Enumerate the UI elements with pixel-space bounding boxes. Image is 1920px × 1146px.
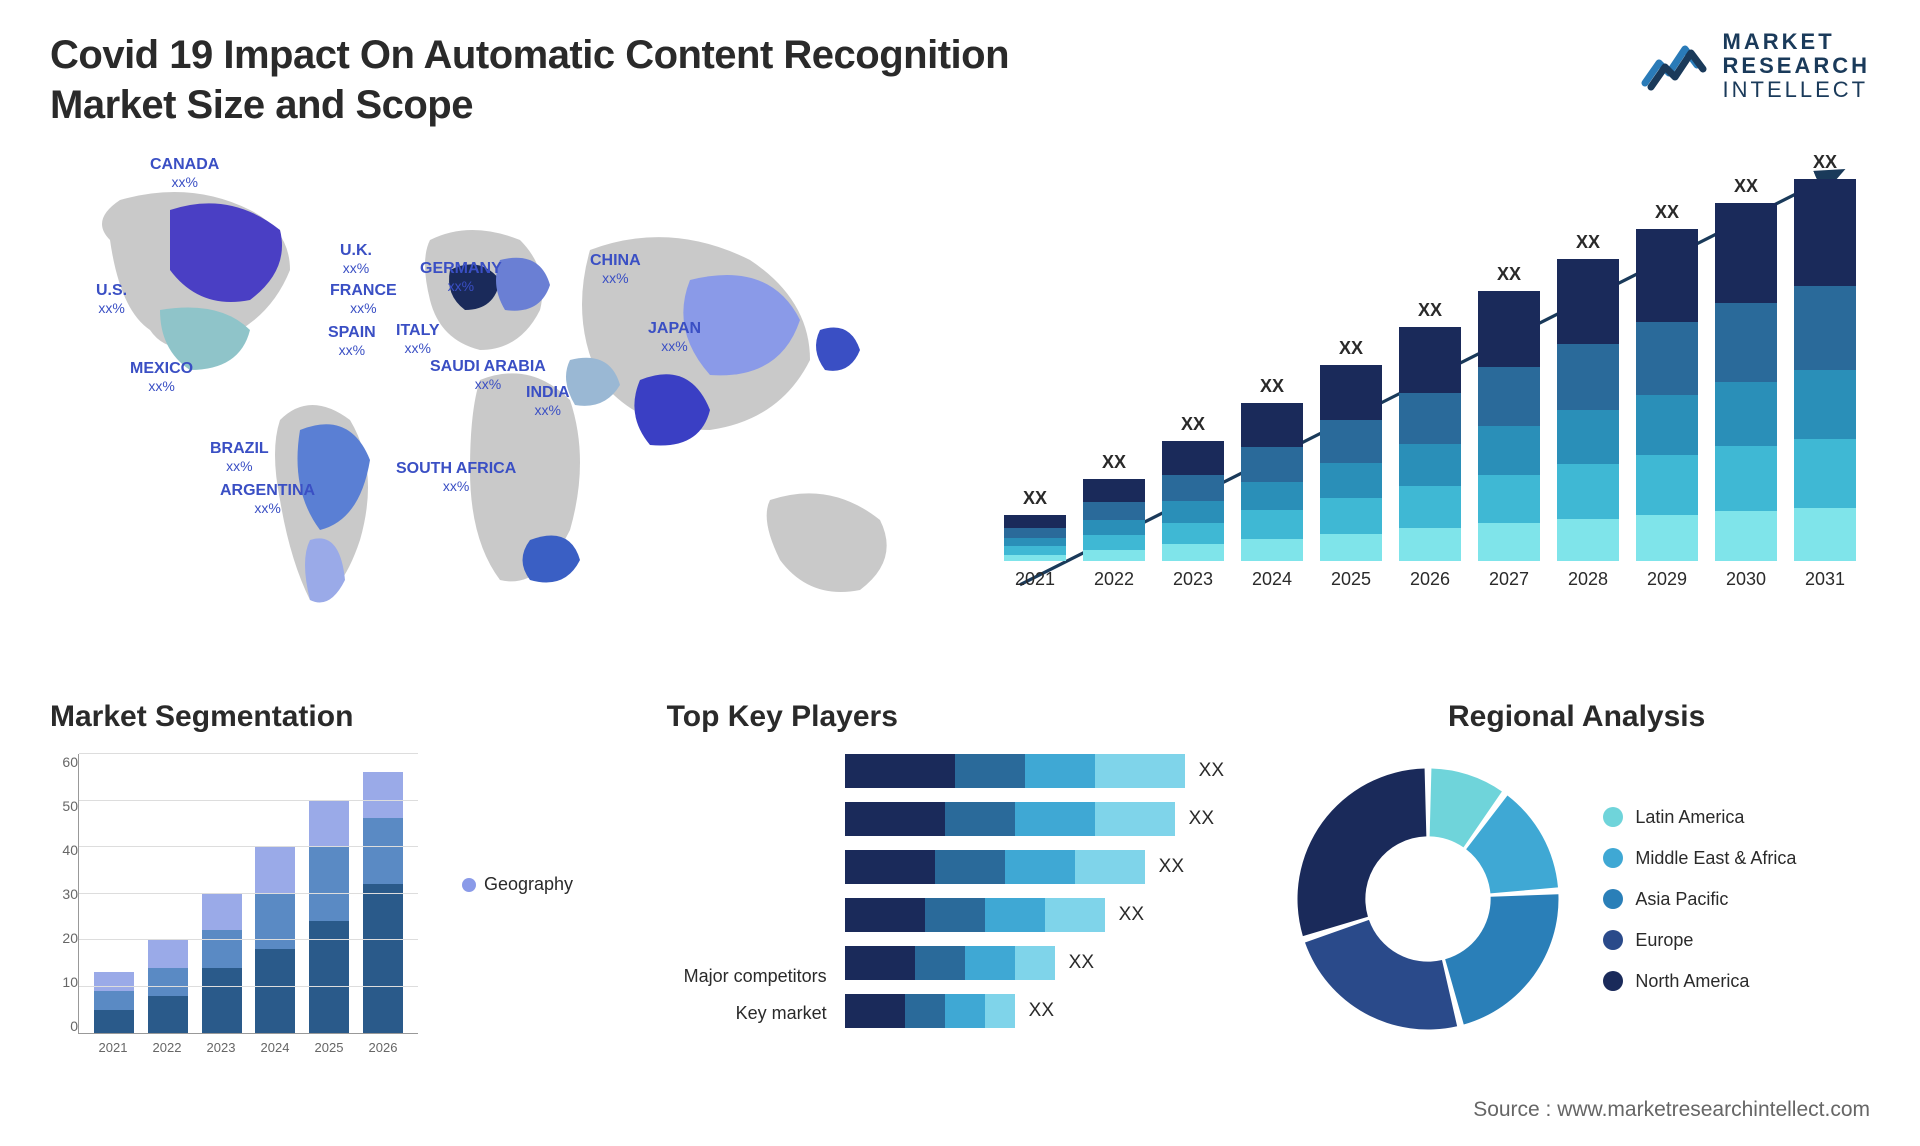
player-bar-row: XX xyxy=(845,850,1224,884)
segmentation-chart xyxy=(78,754,418,1034)
map-label: U.K.xx% xyxy=(340,242,372,277)
donut-slice xyxy=(1305,920,1457,1030)
main-bar: XX2024 xyxy=(1237,376,1307,590)
regional-legend-item: Latin America xyxy=(1603,807,1796,828)
map-svg xyxy=(50,150,950,650)
map-label: MEXICOxx% xyxy=(130,360,193,395)
player-bar-row: XX xyxy=(845,754,1224,788)
regional-title: Regional Analysis xyxy=(1283,700,1870,734)
player-label: Key market xyxy=(667,1003,827,1024)
page-title: Covid 19 Impact On Automatic Content Rec… xyxy=(50,30,1100,130)
regional-legend-item: Asia Pacific xyxy=(1603,889,1796,910)
map-label: FRANCExx% xyxy=(330,282,397,317)
player-bar-row: XX xyxy=(845,994,1224,1028)
segmentation-panel: Market Segmentation 6050403020100 202120… xyxy=(50,700,637,1120)
logo-line2: RESEARCH xyxy=(1723,54,1870,78)
segmentation-bar xyxy=(202,893,242,1033)
main-bar: XX2029 xyxy=(1632,202,1702,590)
players-chart: XX XX XX XX XX XX xyxy=(845,754,1224,1028)
map-label: INDIAxx% xyxy=(526,384,570,419)
player-bar-row: XX xyxy=(845,802,1224,836)
brand-logo: MARKET RESEARCH INTELLECT xyxy=(1641,30,1870,103)
logo-icon xyxy=(1641,39,1711,93)
regional-legend-item: Middle East & Africa xyxy=(1603,848,1796,869)
regional-panel: Regional Analysis Latin America Middle Ea… xyxy=(1283,700,1870,1120)
main-bar: XX2021 xyxy=(1000,488,1070,590)
main-bar: XX2022 xyxy=(1079,452,1149,590)
donut-slice xyxy=(1298,769,1427,937)
map-label: ITALYxx% xyxy=(396,322,440,357)
player-bar-row: XX xyxy=(845,898,1224,932)
main-bar: XX2023 xyxy=(1158,414,1228,590)
map-label: GERMANYxx% xyxy=(420,260,502,295)
logo-line1: MARKET xyxy=(1723,30,1870,54)
map-label: CHINAxx% xyxy=(590,252,641,287)
players-title: Top Key Players xyxy=(667,700,1254,734)
map-label: U.S.xx% xyxy=(96,282,127,317)
map-label: ARGENTINAxx% xyxy=(220,482,315,517)
player-bar-row: XX xyxy=(845,946,1224,980)
segmentation-title: Market Segmentation xyxy=(50,700,637,734)
segmentation-legend-label: Geography xyxy=(484,874,573,895)
main-bar: XX2026 xyxy=(1395,300,1465,590)
map-label: BRAZILxx% xyxy=(210,440,269,475)
main-bar: XX2025 xyxy=(1316,338,1386,590)
source-footer: Source : www.marketresearchintellect.com xyxy=(1473,1098,1870,1122)
players-panel: Top Key Players Major competitors Key mar… xyxy=(667,700,1254,1120)
map-label: SPAINxx% xyxy=(328,324,376,359)
segmentation-legend: Geography xyxy=(462,874,573,895)
logo-line3: INTELLECT xyxy=(1723,78,1870,102)
regional-legend-item: North America xyxy=(1603,971,1796,992)
donut-slice xyxy=(1446,894,1559,1024)
player-label: Major competitors xyxy=(667,966,827,987)
map-label: CANADAxx% xyxy=(150,156,219,191)
regional-donut xyxy=(1283,754,1573,1044)
main-bar: XX2030 xyxy=(1711,176,1781,590)
segmentation-bar xyxy=(363,772,403,1033)
segmentation-bar xyxy=(94,972,134,1033)
main-bar: XX2027 xyxy=(1474,264,1544,590)
world-map: CANADAxx% U.S.xx% MEXICOxx% BRAZILxx% ARGENT… xyxy=(50,150,950,650)
main-bar: XX2028 xyxy=(1553,232,1623,590)
map-label: SOUTH AFRICAxx% xyxy=(396,460,516,495)
main-forecast-chart: XX2021XX2022XX2023XX2024XX2025XX2026XX20… xyxy=(990,150,1870,650)
main-bar: XX2031 xyxy=(1790,152,1860,590)
map-label: JAPANxx% xyxy=(648,320,701,355)
segmentation-bar xyxy=(309,800,349,1033)
regional-legend-item: Europe xyxy=(1603,930,1796,951)
regional-legend: Latin America Middle East & Africa Asia Pa… xyxy=(1603,807,1796,992)
